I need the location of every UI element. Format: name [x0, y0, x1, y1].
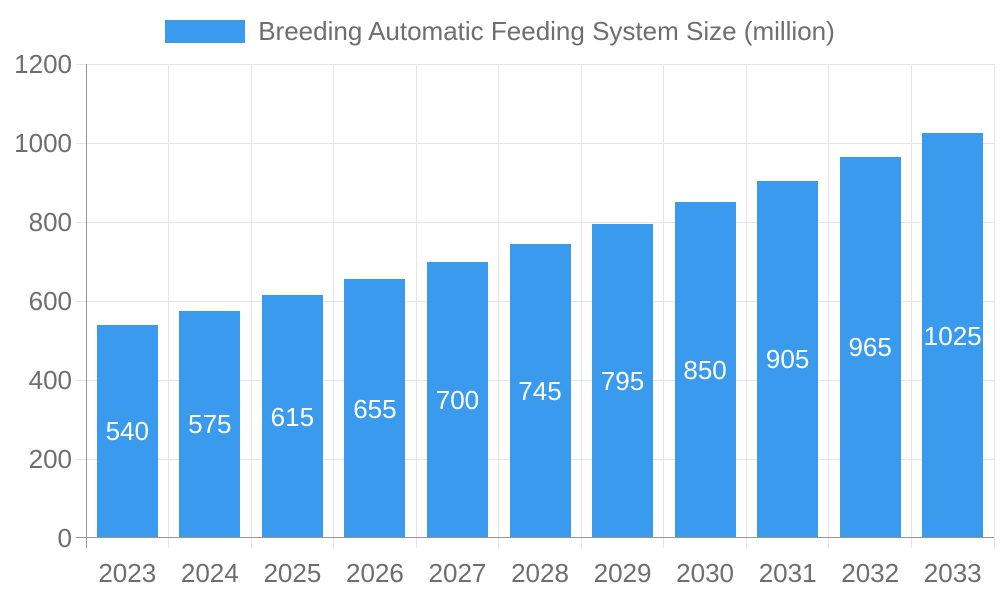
x-axis-tick-label: 2031 [758, 558, 817, 588]
bar-value-label: 795 [600, 365, 645, 396]
gridline-horizontal [76, 63, 994, 65]
bar-value-label: 745 [518, 375, 562, 406]
gridline-vertical [250, 64, 252, 548]
x-axis-tick-label: 2032 [841, 558, 900, 588]
bar[interactable]: 700 [426, 261, 488, 538]
x-axis-tick-label: 2024 [180, 558, 239, 588]
gridline-horizontal [76, 221, 994, 223]
gridline-vertical [828, 64, 830, 548]
bar[interactable]: 615 [261, 295, 323, 538]
bar[interactable]: 745 [509, 243, 571, 538]
legend-item[interactable]: Breeding Automatic Feeding System Size (… [165, 16, 835, 46]
bar[interactable]: 540 [96, 324, 158, 538]
x-axis-line [76, 537, 994, 538]
y-axis-tick-label: 800 [28, 207, 72, 237]
gridline-vertical [168, 64, 170, 548]
x-axis-tick-label: 2030 [676, 558, 734, 588]
bar-value-label: 965 [848, 332, 892, 363]
gridline-vertical [498, 64, 500, 548]
gridline-horizontal [76, 142, 994, 144]
bar[interactable]: 795 [592, 223, 654, 538]
bar[interactable]: 850 [674, 202, 736, 538]
y-axis-tick-label: 200 [28, 444, 72, 474]
x-axis-tick-label: 2025 [263, 558, 322, 588]
x-axis-tick-label: 2026 [345, 558, 404, 588]
bar-value-label: 700 [435, 384, 480, 415]
bar-value-label: 1025 [923, 320, 982, 351]
bar[interactable]: 575 [179, 310, 241, 538]
x-axis-tick-label: 2033 [923, 558, 982, 588]
bar-value-label: 575 [188, 409, 232, 440]
bar[interactable]: 1025 [922, 133, 984, 538]
gridline-vertical [580, 64, 582, 548]
bar[interactable]: 905 [757, 180, 819, 538]
bar-value-label: 540 [105, 416, 149, 447]
plot-area: 0 200 400 600 800 1000 1200 540 2023 575 2024 615 20… [14, 49, 995, 588]
y-axis-tick-label: 400 [28, 365, 72, 395]
x-axis-tick-label: 2027 [428, 558, 487, 588]
gridline-vertical [993, 64, 995, 548]
legend-swatch [165, 19, 246, 43]
gridline-vertical [745, 64, 747, 548]
bar-value-label: 850 [683, 355, 727, 386]
y-axis-line [86, 64, 87, 548]
bar[interactable]: 655 [344, 279, 406, 538]
bar[interactable]: 965 [839, 156, 901, 538]
x-axis-tick-label: 2029 [593, 558, 652, 588]
bar-value-label: 655 [353, 393, 397, 424]
y-axis-tick-label: 1000 [14, 128, 72, 158]
legend: Breeding Automatic Feeding System Size (… [0, 16, 1000, 46]
y-axis-tick-label: 600 [28, 286, 72, 316]
gridline-vertical [663, 64, 665, 548]
x-axis-tick-label: 2028 [511, 558, 569, 588]
y-axis-tick-label: 0 [57, 523, 72, 553]
gridline-vertical [333, 64, 335, 548]
bar-value-label: 615 [270, 401, 315, 432]
bar-value-label: 905 [765, 344, 810, 375]
x-axis-tick-label: 2023 [98, 558, 157, 588]
gridline-vertical [910, 64, 912, 548]
gridline-vertical [415, 64, 417, 548]
y-axis-tick-label: 1200 [14, 49, 72, 79]
legend-label: Breeding Automatic Feeding System Size (… [258, 16, 835, 46]
